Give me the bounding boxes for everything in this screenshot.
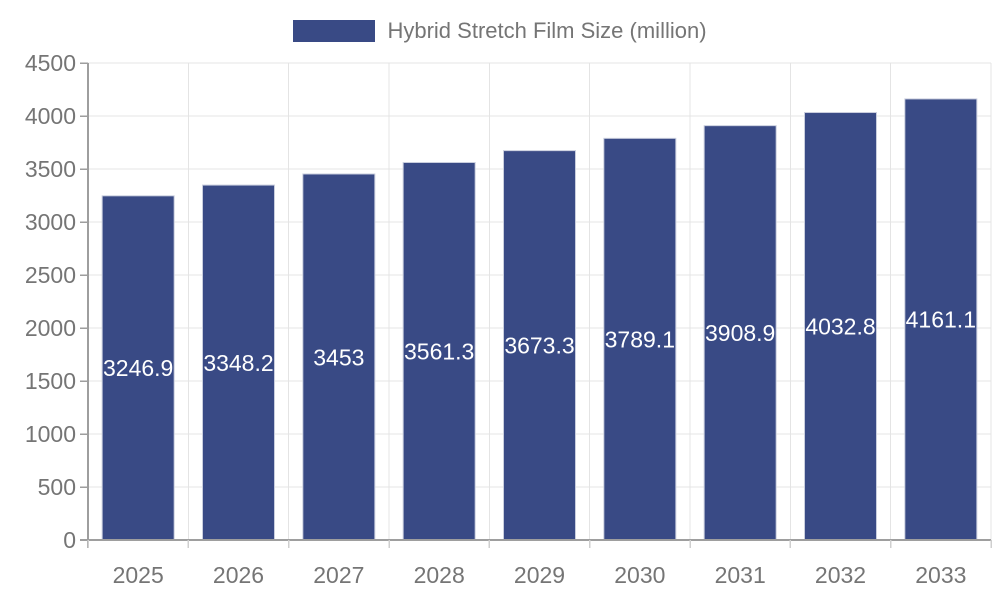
bar <box>402 162 476 541</box>
y-tick-label: 0 <box>63 527 76 553</box>
y-tick-label: 4500 <box>25 50 76 76</box>
x-tick-label: 2029 <box>514 562 565 588</box>
y-tick-label: 3500 <box>25 156 76 182</box>
legend-swatch <box>293 20 376 42</box>
bar-value-label: 3561.3 <box>404 339 474 365</box>
x-tick-label: 2025 <box>113 562 164 588</box>
y-tick-label: 2000 <box>25 315 76 341</box>
bar-value-label: 3789.1 <box>605 326 675 352</box>
x-tick-label: 2033 <box>915 562 966 588</box>
x-tick-label: 2032 <box>815 562 866 588</box>
bar-value-label: 3348.2 <box>203 350 273 376</box>
bar <box>503 150 576 541</box>
bar <box>603 137 677 541</box>
x-tick-label: 2031 <box>715 562 766 588</box>
bar <box>101 195 175 541</box>
bar-value-label: 4161.1 <box>906 307 976 333</box>
bar-value-label: 3246.9 <box>103 355 173 381</box>
y-tick-label: 3000 <box>25 209 76 235</box>
bar <box>302 173 376 541</box>
y-tick-label: 4000 <box>25 103 76 129</box>
bar <box>703 125 777 541</box>
bar-value-label: 3908.9 <box>705 320 775 346</box>
bar-value-label: 3453 <box>313 344 364 370</box>
bar <box>202 184 275 541</box>
bar-value-label: 4032.8 <box>805 314 875 340</box>
y-tick-label: 1500 <box>25 368 76 394</box>
bar <box>904 98 978 541</box>
y-tick-label: 500 <box>38 474 76 500</box>
legend-item[interactable]: Hybrid Stretch Film Size (million) <box>0 18 1000 44</box>
x-tick-label: 2028 <box>414 562 465 588</box>
x-tick-label: 2027 <box>313 562 364 588</box>
bar <box>804 112 877 541</box>
legend-label: Hybrid Stretch Film Size (million) <box>387 18 707 43</box>
x-tick-label: 2030 <box>614 562 665 588</box>
x-tick-label: 2026 <box>213 562 264 588</box>
bar-value-label: 3673.3 <box>504 333 574 359</box>
y-tick-label: 2500 <box>25 262 76 288</box>
y-tick-label: 1000 <box>25 421 76 447</box>
